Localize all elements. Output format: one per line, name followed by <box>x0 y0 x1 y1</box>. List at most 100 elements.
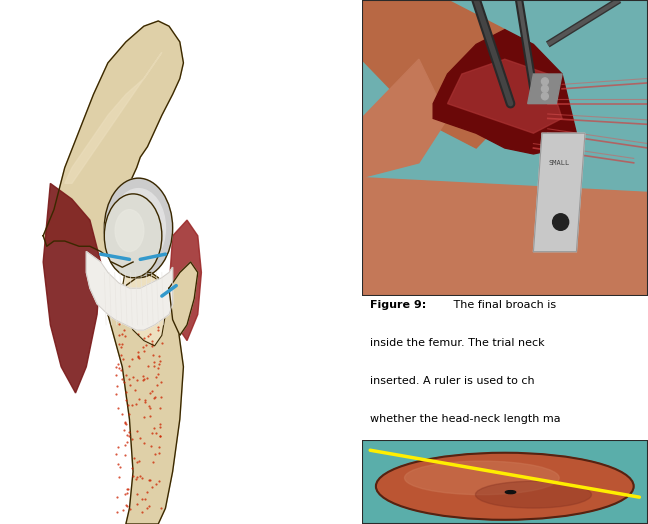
Point <box>135 434 145 442</box>
Point <box>143 476 154 484</box>
Point <box>111 363 121 372</box>
Point <box>152 370 163 379</box>
Point <box>137 322 147 331</box>
Point <box>151 429 161 437</box>
Point <box>112 493 122 501</box>
Point <box>137 508 148 517</box>
Point <box>111 390 121 399</box>
Polygon shape <box>43 183 100 393</box>
Point <box>111 382 122 390</box>
Point <box>145 412 155 420</box>
Point <box>150 373 161 381</box>
Point <box>116 309 126 318</box>
Point <box>111 450 121 458</box>
Point <box>148 351 158 359</box>
Point <box>139 375 150 383</box>
Point <box>113 404 123 412</box>
Polygon shape <box>122 267 165 346</box>
Text: es preoperative planning.: es preoperative planning. <box>370 452 513 462</box>
Point <box>117 506 128 515</box>
Point <box>154 359 165 368</box>
Point <box>153 325 163 334</box>
Point <box>149 423 159 432</box>
Point <box>121 441 131 450</box>
Polygon shape <box>169 262 198 335</box>
Polygon shape <box>448 59 562 133</box>
Point <box>156 504 167 512</box>
Point <box>115 351 126 359</box>
Ellipse shape <box>117 202 153 254</box>
Point <box>137 343 148 351</box>
Point <box>113 320 124 328</box>
Point <box>147 340 157 348</box>
Point <box>140 495 150 503</box>
Point <box>133 348 143 356</box>
Point <box>145 404 155 412</box>
Polygon shape <box>433 29 577 154</box>
Text: inserted. A ruler is used to ch: inserted. A ruler is used to ch <box>370 376 535 386</box>
Point <box>124 432 134 441</box>
Polygon shape <box>169 220 202 341</box>
Point <box>138 376 148 385</box>
Point <box>119 426 130 434</box>
Point <box>152 381 163 389</box>
Point <box>146 442 157 450</box>
Point <box>131 400 141 408</box>
Point <box>130 386 140 394</box>
Point <box>123 362 133 370</box>
Ellipse shape <box>476 481 592 508</box>
Point <box>147 429 157 437</box>
Point <box>128 373 138 381</box>
Point <box>155 432 165 440</box>
Point <box>127 464 137 473</box>
Point <box>121 489 132 497</box>
Point <box>147 342 157 351</box>
Point <box>137 474 148 482</box>
Point <box>156 392 166 401</box>
Point <box>111 372 121 380</box>
Text: The final broach is: The final broach is <box>450 300 557 310</box>
Point <box>116 366 126 375</box>
Point <box>139 334 150 343</box>
Point <box>134 308 145 316</box>
Point <box>121 420 131 428</box>
Point <box>153 364 163 372</box>
Point <box>149 394 159 402</box>
Point <box>132 376 143 384</box>
Point <box>111 507 122 516</box>
Point <box>143 402 154 410</box>
Point <box>115 462 125 471</box>
Point <box>133 457 144 465</box>
Point <box>119 331 130 340</box>
Point <box>124 375 135 383</box>
Polygon shape <box>362 178 648 296</box>
Point <box>155 404 165 412</box>
Point <box>145 389 155 397</box>
Point <box>121 308 132 316</box>
Polygon shape <box>90 272 183 524</box>
Ellipse shape <box>404 461 559 495</box>
Point <box>132 457 143 466</box>
Point <box>123 314 133 323</box>
Text: inside the femur. The trial neck: inside the femur. The trial neck <box>370 339 545 348</box>
Point <box>126 401 137 409</box>
Point <box>119 490 130 498</box>
Point <box>113 360 124 368</box>
Point <box>114 305 124 314</box>
Point <box>133 352 144 361</box>
Point <box>119 417 130 425</box>
Point <box>114 364 124 372</box>
Point <box>122 485 132 494</box>
Point <box>150 393 160 401</box>
Point <box>128 472 139 481</box>
Point <box>139 439 149 447</box>
Circle shape <box>505 490 516 494</box>
Point <box>124 428 134 436</box>
Point <box>117 410 128 419</box>
Point <box>120 418 130 427</box>
Point <box>143 362 154 370</box>
Point <box>132 500 142 508</box>
Point <box>149 308 159 316</box>
Circle shape <box>553 214 569 231</box>
Circle shape <box>542 85 548 92</box>
